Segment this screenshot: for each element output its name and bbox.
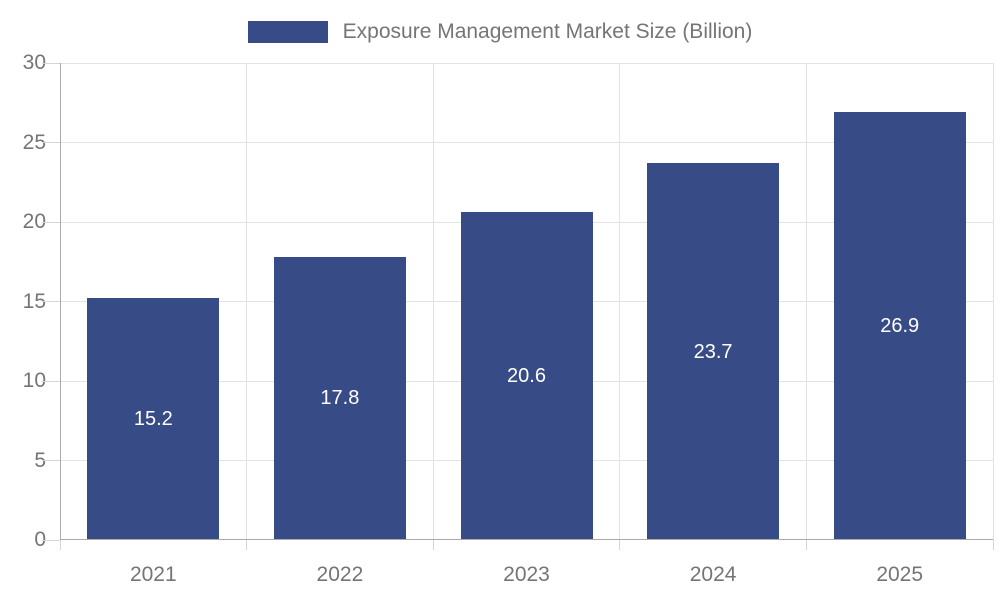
y-axis-tick — [42, 62, 60, 64]
bar-2021[interactable] — [87, 298, 220, 540]
x-axis-line — [60, 539, 993, 540]
y-axis-line — [60, 63, 61, 540]
y-tick-label: 25 — [22, 130, 46, 154]
legend-label: Exposure Management Market Size (Billion… — [342, 20, 753, 43]
v-gridline — [619, 63, 621, 540]
x-axis-tick — [59, 540, 61, 550]
bar-2022[interactable] — [273, 256, 406, 540]
legend-swatch — [247, 21, 328, 43]
y-tick-label: 15 — [22, 289, 46, 313]
plot-area: 15.2 17.8 20.6 23.7 26.9 — [60, 62, 994, 540]
y-tick-label: 0 — [34, 528, 46, 551]
y-axis-tick — [42, 301, 60, 302]
y-axis-tick — [42, 539, 60, 541]
y-axis-tick — [42, 460, 60, 461]
y-tick-label: 10 — [22, 369, 46, 392]
x-axis-tick — [805, 540, 807, 550]
y-tick-label: 5 — [34, 448, 46, 472]
h-gridline — [60, 142, 993, 143]
x-tick-label: 2022 — [316, 563, 364, 586]
bar-2023[interactable] — [460, 212, 593, 540]
y-axis-tick — [42, 380, 60, 382]
y-tick-label: 20 — [22, 210, 46, 233]
y-axis-tick — [42, 221, 60, 223]
legend-item[interactable]: Exposure Management Market Size (Billion… — [0, 14, 1000, 50]
h-gridline — [60, 62, 993, 64]
x-tick-label: 2025 — [876, 563, 924, 586]
y-axis-tick — [42, 142, 60, 143]
x-tick-label: 2023 — [503, 563, 550, 586]
x-axis-tick — [619, 540, 621, 550]
x-axis-tick — [992, 540, 994, 550]
x-axis-tick — [432, 540, 434, 550]
y-tick-label: 30 — [22, 51, 46, 74]
v-gridline — [432, 63, 434, 540]
x-axis-tick — [246, 540, 248, 550]
x-tick-label: 2021 — [129, 563, 177, 586]
x-tick-label: 2024 — [689, 563, 737, 586]
v-gridline — [805, 63, 807, 540]
bar-2025[interactable] — [833, 112, 966, 540]
v-gridline — [246, 63, 248, 540]
v-gridline — [992, 63, 994, 540]
bar-2024[interactable] — [647, 163, 780, 540]
